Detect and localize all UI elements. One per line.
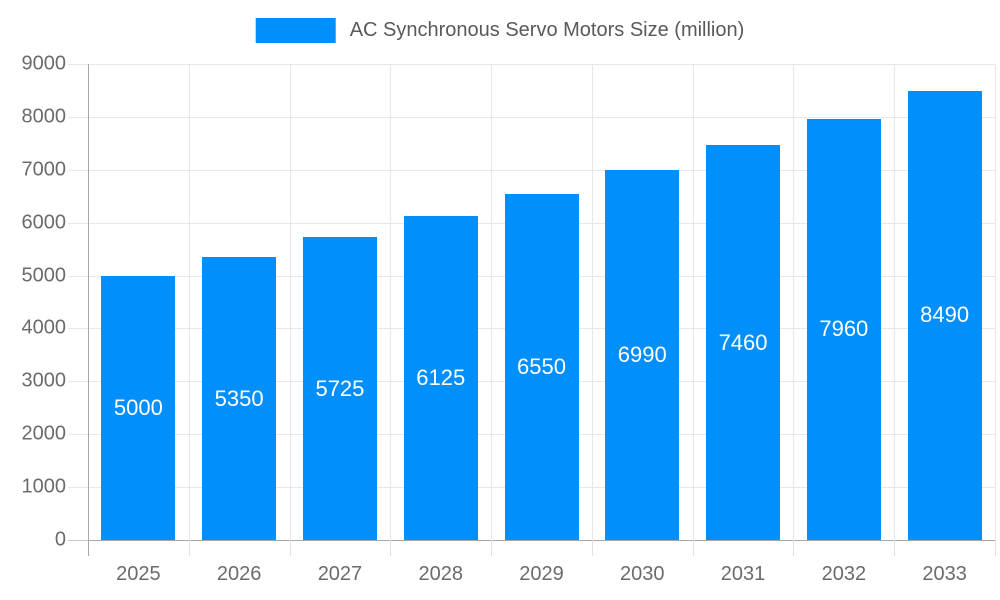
x-axis-tick [995, 540, 996, 556]
bar-value-label: 7960 [819, 316, 869, 342]
bar-2026[interactable]: 5350 [202, 257, 277, 540]
x-gridline [289, 64, 291, 540]
bar-value-label: 6550 [517, 353, 566, 379]
y-gridline [68, 169, 995, 171]
x-axis-category-label: 2030 [620, 563, 665, 585]
y-axis-tick-label: 9000 [21, 52, 67, 75]
y-axis-line [88, 64, 89, 556]
y-axis-tick-label: 8000 [21, 105, 67, 128]
x-axis-tick [390, 540, 392, 556]
y-axis-tick-label: 4000 [21, 316, 67, 339]
x-gridline [591, 64, 593, 540]
bar-2030[interactable]: 6990 [605, 170, 680, 540]
y-axis-tick-label: 2000 [21, 422, 67, 445]
bar-value-label: 5725 [315, 375, 365, 401]
x-axis-tick [188, 540, 190, 556]
x-axis-category-label: 2025 [116, 563, 161, 585]
y-gridline [68, 116, 995, 118]
bar-2031[interactable]: 7460 [706, 145, 781, 540]
x-axis-category-label: 2033 [922, 563, 967, 585]
x-axis-tick [289, 540, 291, 556]
x-axis-category-label: 2031 [720, 563, 766, 585]
bar-value-label: 8490 [920, 302, 970, 328]
bar-2029[interactable]: 6550 [504, 193, 579, 540]
x-gridline [995, 64, 996, 540]
legend-label: AC Synchronous Servo Motors Size (millio… [349, 19, 745, 41]
x-axis-tick [591, 540, 593, 556]
bar-value-label: 7460 [718, 329, 768, 355]
x-axis-category-label: 2028 [418, 563, 463, 585]
bar-2027[interactable]: 5725 [302, 237, 377, 540]
x-gridline [188, 64, 190, 540]
x-axis-category-label: 2029 [519, 563, 564, 585]
bar-value-label: 5000 [113, 394, 163, 420]
x-gridline [894, 64, 896, 540]
bar-2028[interactable]: 6125 [403, 216, 478, 540]
y-axis-tick-label: 3000 [21, 369, 67, 392]
y-axis-tick-label: 5000 [21, 264, 67, 287]
x-gridline [491, 64, 493, 540]
bar-value-label: 6125 [416, 365, 466, 391]
y-gridline [68, 64, 995, 65]
x-gridline [692, 64, 694, 540]
x-axis-category-label: 2026 [216, 563, 262, 585]
y-axis-tick-label: 0 [54, 528, 66, 551]
x-axis-tick [692, 540, 694, 556]
bar-2025[interactable]: 5000 [101, 275, 176, 540]
x-gridline [793, 64, 795, 540]
y-axis-tick-label: 1000 [21, 475, 67, 498]
bar-2032[interactable]: 7960 [806, 119, 881, 540]
bar-value-label: 5350 [214, 385, 264, 411]
y-axis-zero-tick [68, 540, 88, 541]
x-axis-category-label: 2027 [317, 563, 363, 585]
x-axis-tick [894, 540, 896, 556]
legend-swatch [255, 18, 336, 43]
x-axis-tick [491, 540, 493, 556]
y-axis-tick-label: 7000 [21, 158, 67, 181]
x-axis-tick [793, 540, 795, 556]
bar-2033[interactable]: 8490 [907, 90, 982, 540]
x-axis-category-label: 2032 [821, 563, 867, 585]
bar-value-label: 6990 [617, 342, 667, 368]
x-gridline [390, 64, 392, 540]
y-axis-tick-label: 6000 [21, 211, 67, 234]
legend[interactable]: AC Synchronous Servo Motors Size (millio… [255, 18, 745, 43]
x-axis-baseline [88, 540, 995, 541]
